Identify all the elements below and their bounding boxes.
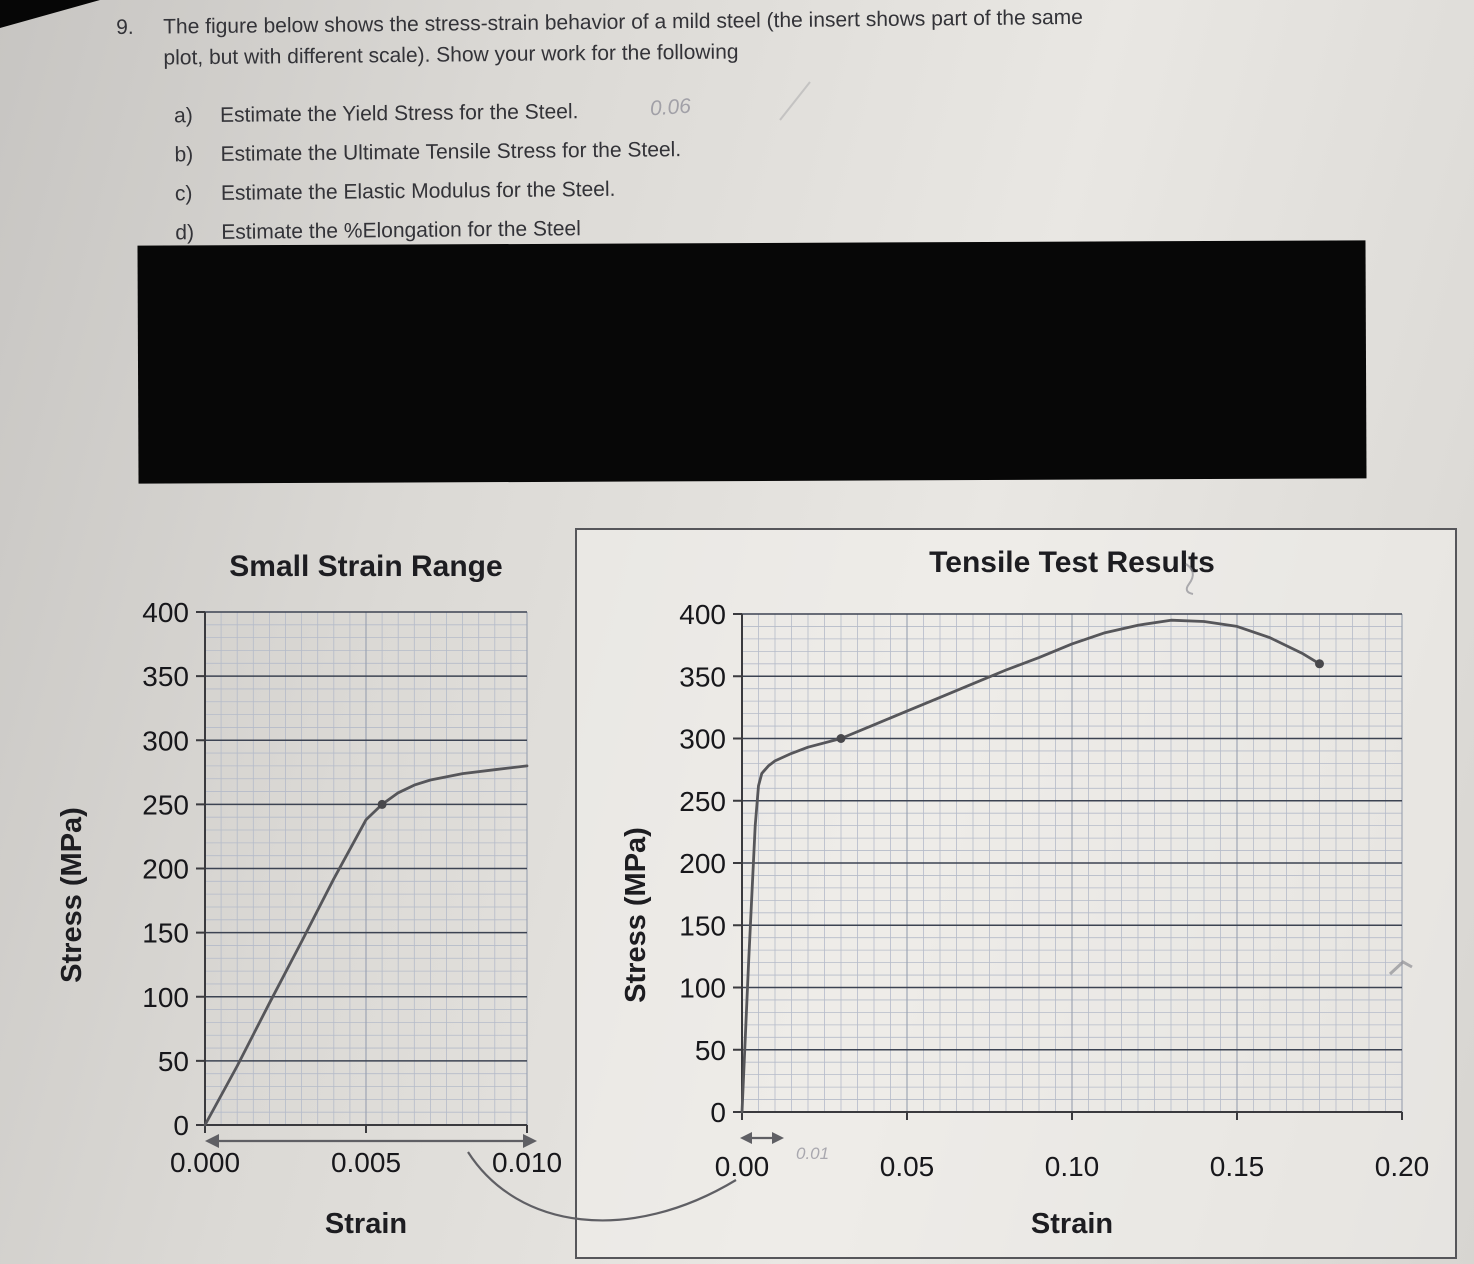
y-tick-label: 400 [142,597,189,628]
question-number: 9. [116,15,134,39]
x-axis-label: Strain [324,1208,408,1240]
data-marker [836,734,846,743]
tensile-chart-box: Tensile Test Results Stress (MPa) 0.00 0.… [575,528,1457,1259]
scan-corner-artifact [0,0,100,28]
item-label: c) [174,182,193,206]
x-axis-label: Strain [1030,1208,1114,1240]
item-text: Estimate the %Elongation for the Steel [221,217,581,244]
small-strain-chart: Small Strain Range Stress (MPa) 0.000 0.0… [55,540,575,1260]
y-tick-label: 300 [679,724,726,755]
question-item-a: a) Estimate the Yield Stress for the Ste… [174,88,1387,132]
y-tick-label: 100 [679,973,726,1004]
redaction-block [137,240,1367,484]
y-tick-label: 0 [710,1097,726,1128]
y-tick-label: 200 [142,854,189,885]
y-tick-label: 250 [142,789,189,820]
item-label: b) [174,143,194,167]
tensile-test-plot: 0.00 0.05 0.10 0.15 0.20 0 50 100 150 200 250 300 35… [679,599,1429,1182]
question-item-c: c) Estimate the Elastic Modulus for the … [175,166,1388,210]
y-tick-label: 0 [173,1110,189,1141]
tick-labels: 0.000 0.005 0.010 0 50 100 150 200 250 300 350 400 [142,597,562,1178]
handwritten-note: 0.06 [649,94,692,121]
y-tick-label: 100 [142,982,189,1013]
x-tick-label: 0.010 [492,1147,562,1178]
x-tick-label: 0.15 [1210,1151,1265,1182]
y-tick-label: 200 [679,848,726,879]
y-tick-label: 300 [142,725,189,756]
x-tick-label: 0.10 [1045,1151,1100,1182]
item-text: Estimate the Yield Stress for the Steel. [219,100,579,127]
item-text: Estimate the Elastic Modulus for the Ste… [220,177,616,205]
data-marker [377,799,387,809]
item-label: a) [173,104,193,128]
y-tick-label: 350 [142,661,189,692]
item-text: Estimate the Ultimate Tensile Stress for… [220,138,682,166]
small-strain-plot: 0.000 0.005 0.010 0 50 100 150 200 250 300 350 400 [142,597,562,1178]
item-label: d) [175,221,195,245]
x-tick-label: 0.20 [1375,1151,1430,1182]
series-path [740,618,1321,1114]
chart-title: Tensile Test Results [929,546,1215,579]
x-tick-label: 0.00 [715,1151,770,1182]
x-tick-label: 0.05 [880,1151,935,1182]
data-marker [1315,659,1324,669]
question-block: 9. The figure below shows the stress-str… [116,0,1388,257]
y-tick-label: 150 [679,910,726,941]
question-item-b: b) Estimate the Ultimate Tensile Stress … [174,127,1387,171]
chart-title: Small Strain Range [229,550,503,583]
x-tick-label: 0.000 [170,1147,240,1178]
y-tick-label: 150 [142,918,189,949]
y-tick-label: 350 [679,661,726,692]
handwritten-note: 0.01 [796,1144,830,1163]
y-tick-label: 50 [158,1046,189,1077]
y-tick-label: 400 [679,599,726,630]
y-tick-label: 250 [679,786,726,817]
x-tick-label: 0.005 [331,1147,401,1178]
question-items: a) Estimate the Yield Stress for the Ste… [174,88,1388,249]
tick-labels: 0.00 0.05 0.10 0.15 0.20 0 50 100 150 200 250 300 35… [679,599,1429,1182]
y-tick-label: 50 [695,1035,726,1066]
